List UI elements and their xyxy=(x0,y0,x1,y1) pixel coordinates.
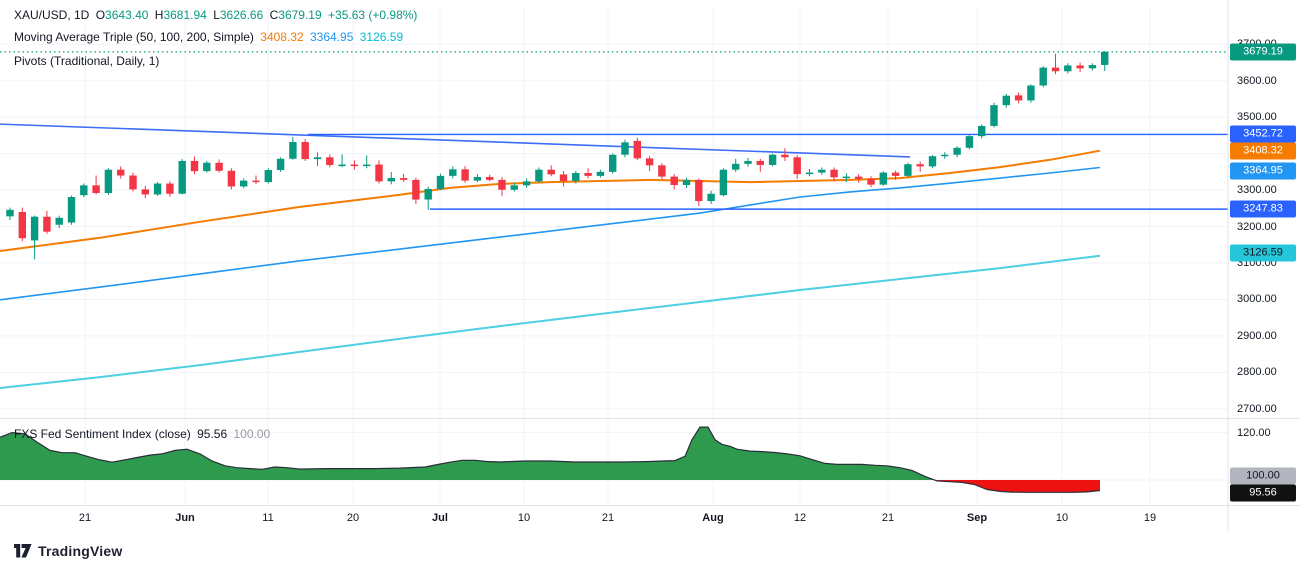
time-axis-label: 11 xyxy=(262,512,274,524)
time-axis-label: Jul xyxy=(432,512,448,524)
sentiment-area-negative xyxy=(0,480,1100,493)
price-axis-label: 2900.00 xyxy=(1237,329,1277,342)
change-value: +35.63 (+0.98%) xyxy=(328,8,418,22)
tradingview-logo-icon xyxy=(14,544,32,558)
symbol-title: XAU/USD, 1D xyxy=(14,8,90,22)
time-axis-label: 19 xyxy=(1143,512,1157,524)
candles-layer[interactable] xyxy=(6,50,1109,260)
price-axis-label: 3600.00 xyxy=(1237,74,1277,87)
price-badge: 3126.59 xyxy=(1230,244,1296,262)
price-badge: 100.00 xyxy=(1230,467,1296,485)
ma-line-ma100[interactable] xyxy=(0,166,1101,301)
time-axis-label: 21 xyxy=(601,512,615,524)
price-axis-label: 3000.00 xyxy=(1237,293,1277,306)
open-label: O xyxy=(95,8,106,22)
ma200-value: 3126.59 xyxy=(359,30,404,44)
ma100-value: 3364.95 xyxy=(310,30,354,44)
price-badge: 3408.32 xyxy=(1230,142,1296,160)
price-axis-label: 120.00 xyxy=(1237,426,1271,439)
time-axis-label: Jun xyxy=(175,512,195,524)
time-axis-label: Sep xyxy=(966,512,988,524)
price-axis-label: 2800.00 xyxy=(1237,366,1277,379)
sentiment-area-positive xyxy=(0,427,1100,480)
pivots-indicator-legend[interactable]: Pivots (Traditional, Daily, 1) xyxy=(14,54,162,68)
time-axis-label: 10 xyxy=(517,512,531,524)
price-badge: 3679.19 xyxy=(1230,43,1296,61)
tradingview-logo[interactable]: TradingView xyxy=(14,543,122,559)
price-axis-label: 3500.00 xyxy=(1237,111,1277,124)
tradingview-logo-text: TradingView xyxy=(38,543,123,559)
low-label: L xyxy=(213,8,220,22)
close-label: C xyxy=(269,8,279,22)
pivots-indicator-title: Pivots (Traditional, Daily, 1) xyxy=(14,54,160,68)
time-axis-label: 20 xyxy=(346,512,360,524)
high-value: 3681.94 xyxy=(163,8,207,22)
ma-indicator-legend[interactable]: Moving Average Triple (50, 100, 200, Sim… xyxy=(14,30,406,44)
price-badge: 95.56 xyxy=(1230,484,1296,502)
sentiment-line[interactable] xyxy=(0,426,1101,493)
sentiment-baseline-value: 100.00 xyxy=(233,427,271,441)
descending-trendline[interactable] xyxy=(0,123,911,158)
sentiment-title: FXS Fed Sentiment Index (close) xyxy=(14,427,191,441)
symbol-legend[interactable]: XAU/USD, 1D O3643.40 H3681.94 L3626.66 C… xyxy=(14,8,420,22)
ma-indicator-title: Moving Average Triple (50, 100, 200, Sim… xyxy=(14,30,254,44)
sentiment-legend[interactable]: FXS Fed Sentiment Index (close) 95.56 10… xyxy=(14,427,273,441)
ma-line-ma200[interactable] xyxy=(0,254,1101,389)
close-value: 3679.19 xyxy=(278,8,322,22)
ma-line-ma50[interactable] xyxy=(0,149,1101,252)
open-value: 3643.40 xyxy=(105,8,149,22)
price-axis-label: 3300.00 xyxy=(1237,184,1277,197)
price-badge: 3247.83 xyxy=(1230,200,1296,218)
price-badge: 3452.72 xyxy=(1230,125,1296,143)
time-axis-label: Aug xyxy=(702,512,724,524)
price-axis-label: 3200.00 xyxy=(1237,220,1277,233)
price-axis-label: 2700.00 xyxy=(1237,402,1277,415)
time-axis-label: 21 xyxy=(881,512,895,524)
ma50-value: 3408.32 xyxy=(260,30,304,44)
time-axis-label: 10 xyxy=(1055,512,1069,524)
time-axis-label: 21 xyxy=(78,512,92,524)
high-label: H xyxy=(154,8,164,22)
price-badge: 3364.95 xyxy=(1230,162,1296,180)
sentiment-value: 95.56 xyxy=(197,427,228,441)
low-value: 3626.66 xyxy=(219,8,264,22)
time-axis-label: 12 xyxy=(793,512,807,524)
